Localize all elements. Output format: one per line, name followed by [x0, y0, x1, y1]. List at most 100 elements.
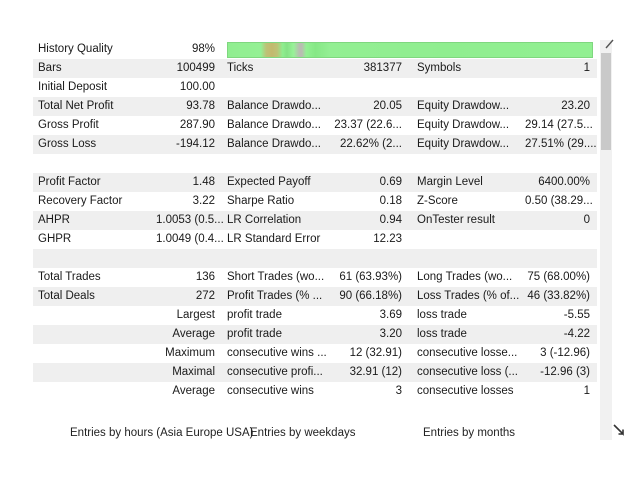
metric-pair: Average — [33, 325, 225, 344]
scrollbar-thumb[interactable] — [601, 53, 611, 150]
metric-label — [33, 249, 156, 268]
metric-value: 287.90 — [179, 119, 215, 131]
metric-label: Profit Factor — [38, 176, 101, 188]
metric-value: 1 — [583, 62, 590, 74]
metric-pair: GHPR 1.0049 (0.4... — [33, 230, 225, 249]
metric-pair: consecutive profi... 32.91 (12) — [225, 363, 411, 382]
table-row: Total Deals 272 Profit Trades (% ... 90 (66… — [33, 287, 597, 306]
metric-label — [411, 249, 525, 268]
metric-value: 100.00 — [179, 81, 215, 93]
metric-value: -5.55 — [563, 309, 590, 321]
metric-value: -12.96 (3) — [540, 366, 590, 378]
metric-label: Gross Profit — [38, 119, 99, 131]
metric-pair: Total Trades 136 — [33, 268, 225, 287]
metric-value: 0.18 — [379, 195, 402, 207]
metric-label: GHPR — [38, 233, 72, 245]
metric-label — [33, 154, 156, 173]
metric-label: consecutive wins ... — [227, 347, 327, 359]
metric-label: Margin Level — [417, 176, 483, 188]
metric-label — [225, 249, 333, 268]
metric-value: 3.69 — [379, 309, 402, 321]
metric-value: 3.22 — [192, 195, 215, 207]
metric-value: 46 (33.82%) — [527, 290, 590, 302]
metric-value — [525, 249, 597, 268]
metric-value: 100499 — [176, 62, 215, 74]
table-row: AHPR 1.0053 (0.5... LR Correlation 0.94 OnTe… — [33, 211, 597, 230]
metric-label — [411, 78, 525, 97]
metric-value: 93.78 — [186, 100, 215, 112]
table-row: Maximum consecutive wins ... 12 (32.91) con… — [33, 344, 597, 363]
metric-label — [225, 154, 333, 173]
metric-value: 20.05 — [373, 100, 402, 112]
vertical-scrollbar[interactable] — [600, 40, 612, 440]
metric-pair: Z-Score 0.50 (38.29... — [411, 192, 597, 211]
metric-value: Largest — [176, 309, 215, 321]
metric-label: Recovery Factor — [38, 195, 123, 207]
metric-label: Ticks — [227, 62, 254, 74]
spacer-row — [33, 249, 597, 268]
metric-pair: Equity Drawdow... 29.14 (27.5... — [411, 116, 597, 135]
metric-value: 29.14 (27.5... — [525, 119, 593, 131]
metric-pair: Expected Payoff 0.69 — [225, 173, 411, 192]
metric-pair: Gross Profit 287.90 — [33, 116, 225, 135]
table-row: Maximal consecutive profi... 32.91 (12) con… — [33, 363, 597, 382]
metric-pair — [411, 230, 597, 249]
metric-value — [156, 249, 225, 268]
metric-pair: Sharpe Ratio 0.18 — [225, 192, 411, 211]
metric-label — [411, 230, 525, 249]
metric-label: LR Correlation — [227, 214, 302, 226]
metric-pair: Average — [33, 382, 225, 401]
metric-pair — [225, 154, 411, 173]
metric-label: Equity Drawdow... — [417, 100, 510, 112]
metric-value: 27.51% (29.... — [525, 138, 597, 150]
metric-pair: consecutive losse... 3 (-12.96) — [411, 344, 597, 363]
metric-pair: Recovery Factor 3.22 — [33, 192, 225, 211]
table-row: Gross Loss -194.12 Balance Drawdo... 22.62%… — [33, 135, 597, 154]
metric-pair: Loss Trades (% of... 46 (33.82%) — [411, 287, 597, 306]
metric-value: 12 (32.91) — [349, 347, 402, 359]
metric-label: Sharpe Ratio — [227, 195, 295, 207]
metric-label: consecutive wins — [227, 385, 314, 397]
metric-label: Total Deals — [38, 290, 95, 302]
table-row: Recovery Factor 3.22 Sharpe Ratio 0.18 Z-Sco… — [33, 192, 597, 211]
history-quality-bar-fill — [227, 42, 593, 58]
metric-label: Z-Score — [417, 195, 458, 207]
metric-pair: Bars 100499 — [33, 59, 225, 78]
metric-label: profit trade — [227, 309, 282, 321]
metric-pair: loss trade -5.55 — [411, 306, 597, 325]
metric-label: Gross Loss — [38, 138, 97, 150]
metric-label: Bars — [38, 62, 62, 74]
scroll-up-icon[interactable] — [604, 38, 616, 50]
metric-pair: Gross Loss -194.12 — [33, 135, 225, 154]
metric-value: 32.91 (12) — [349, 366, 402, 378]
metric-value: Average — [172, 385, 215, 397]
table-row: GHPR 1.0049 (0.4... LR Standard Error 12.23 — [33, 230, 597, 249]
metric-label: AHPR — [38, 214, 70, 226]
metric-value: 1.48 — [192, 176, 215, 188]
metric-value: 0.50 (38.29... — [525, 195, 593, 207]
metric-pair — [33, 249, 225, 268]
metric-label: Loss Trades (% of... — [417, 290, 520, 302]
metric-value: Maximal — [172, 366, 215, 378]
section-title-entries-by-weekdays: Entries by weekdays — [250, 427, 356, 439]
metric-value: 22.62% (2... — [339, 138, 402, 150]
metric-pair: History Quality 98% — [33, 40, 225, 59]
spacer-row — [33, 154, 597, 173]
metric-pair — [411, 249, 597, 268]
metric-pair: Balance Drawdo... 20.05 — [225, 97, 411, 116]
table-row: Largest profit trade 3.69 loss trade -5.55 — [33, 306, 597, 325]
metric-pair: AHPR 1.0053 (0.5... — [33, 211, 225, 230]
metric-pair: Equity Drawdow... 23.20 — [411, 97, 597, 116]
metric-label: LR Standard Error — [227, 233, 321, 245]
metric-label — [33, 363, 156, 382]
metric-label: Profit Trades (% ... — [227, 290, 323, 302]
metric-pair: LR Standard Error 12.23 — [225, 230, 411, 249]
metric-pair: LR Correlation 0.94 — [225, 211, 411, 230]
metric-value: 1 — [583, 385, 590, 397]
metric-value — [525, 230, 597, 249]
metric-pair — [225, 78, 411, 97]
metric-value: Maximum — [165, 347, 215, 359]
metric-pair: Profit Factor 1.48 — [33, 173, 225, 192]
metric-pair: consecutive wins ... 12 (32.91) — [225, 344, 411, 363]
